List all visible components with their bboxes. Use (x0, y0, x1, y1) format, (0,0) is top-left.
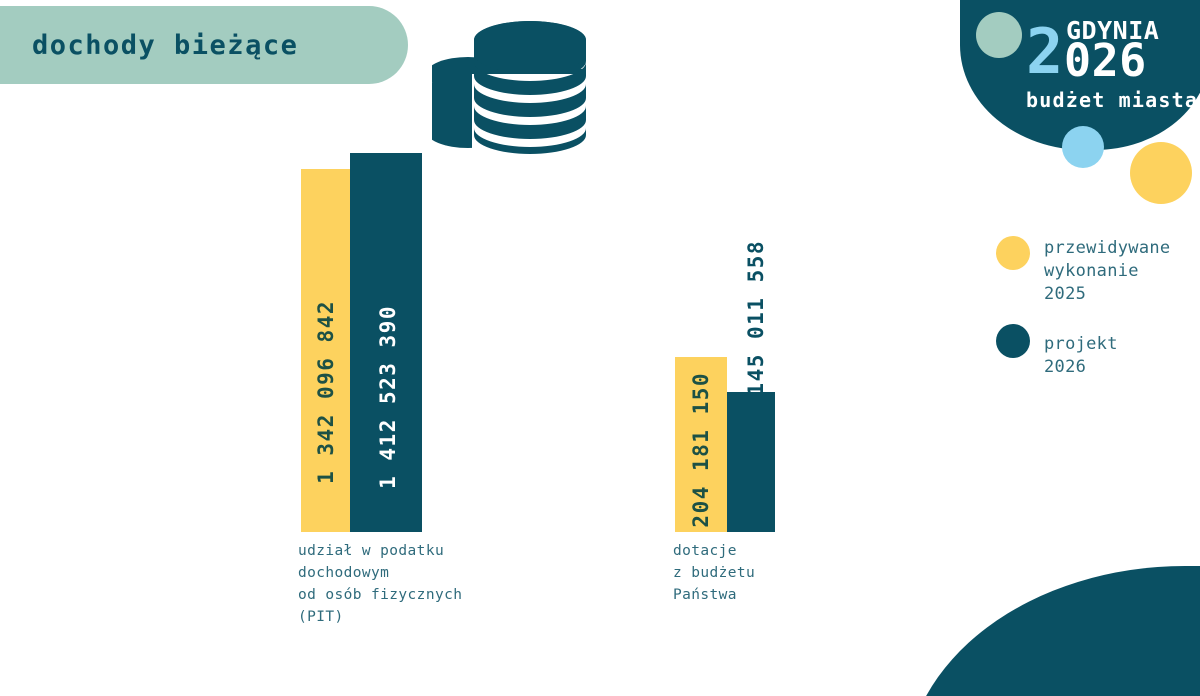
coin-stacks-icon (426, 18, 600, 162)
gdynia-budget-logo: 2 GDYNIA 026 budżet miasta (960, 0, 1200, 204)
legend-label-2025: przewidywane wykonanie 2025 (1044, 238, 1171, 304)
bar-value-pit-2026: 1 412 523 390 (376, 305, 400, 489)
chart-legend: przewidywane wykonanie 2025 projekt 2026 (996, 236, 1170, 397)
decorative-circle-yellow (1130, 142, 1192, 204)
page-title: dochody bieżące (32, 29, 299, 61)
legend-swatch-yellow-icon (996, 236, 1030, 270)
bar-value-pit-2025: 1 342 096 842 (314, 300, 338, 484)
bar-value-dotacje-2026: 145 011 558 (744, 240, 768, 396)
decorative-circle-sage (976, 12, 1022, 58)
section-title-pill: dochody bieżące (0, 6, 408, 84)
bar-value-dotacje-2025: 204 181 150 (689, 372, 713, 528)
legend-label-2026: projekt 2026 (1044, 334, 1118, 377)
category-label-dotacje: dotacje z budżetu Państwa (673, 543, 756, 603)
bar-dotacje-2026 (727, 392, 775, 532)
logo-year-prefix: 2 (1026, 15, 1064, 88)
legend-item-2025: przewidywane wykonanie 2025 (996, 236, 1170, 306)
legend-item-2026: projekt 2026 (996, 324, 1170, 379)
bar-pit-2025 (301, 169, 350, 532)
logo-year-suffix: 026 (1064, 34, 1147, 87)
bar-pit-2026 (350, 153, 422, 532)
bar-dotacje-2025 (675, 357, 727, 532)
category-label-pit: udział w podatku dochodowym od osób fizy… (298, 543, 463, 625)
logo-city-name: GDYNIA (1066, 16, 1160, 45)
legend-swatch-teal-icon (996, 324, 1030, 358)
logo-subtitle: budżet miasta (1026, 88, 1199, 112)
decorative-circle-blue (1062, 126, 1104, 168)
